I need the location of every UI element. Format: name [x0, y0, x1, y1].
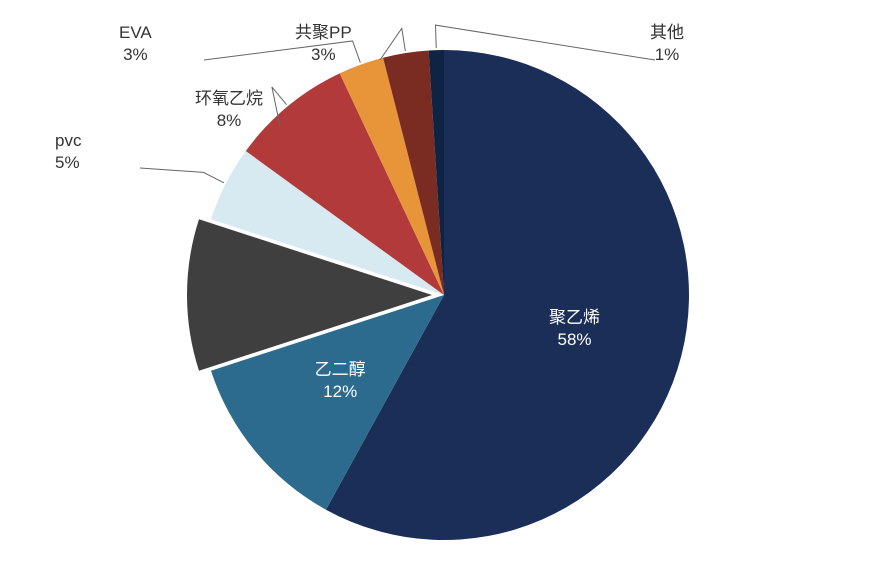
pie-chart-svg — [0, 0, 888, 575]
pie-chart-container: 聚乙烯58%乙二醇12%pvc5%环氧乙烷8%EVA3%共聚PP3%其他1% — [0, 0, 888, 575]
leader-line-3 — [140, 168, 224, 183]
leader-line-5 — [204, 41, 360, 63]
